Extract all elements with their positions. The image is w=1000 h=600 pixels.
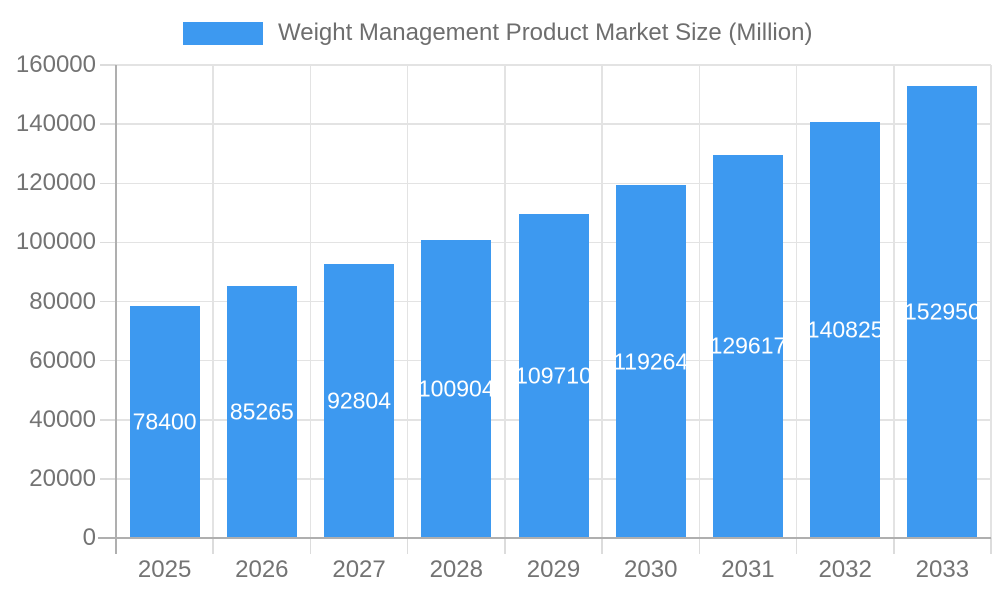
legend[interactable]: Weight Management Product Market Size (M… [183,18,812,48]
x-axis-tick-label: 2027 [332,556,386,583]
y-axis-tick-label: 80000 [29,287,96,315]
x-axis-tick-mark [212,538,214,554]
x-axis-tick-label: 2029 [526,556,581,583]
x-axis-tick-label: 2033 [915,556,970,583]
gridline-vertical [698,65,701,538]
y-axis-tick-mark [100,241,116,244]
bar[interactable]: 140825 [807,121,884,538]
y-axis-tick-mark [100,419,116,421]
bar[interactable]: 119264 [613,185,689,538]
gridline-vertical [309,65,312,538]
y-axis-tick-label: 40000 [29,405,96,433]
y-axis-tick-mark [100,300,116,303]
gridline-horizontal [116,64,991,66]
bar-value-label: 92804 [327,387,392,414]
x-axis-tick-mark [601,538,603,554]
gridline-vertical [893,65,895,538]
x-axis-tick-mark [406,538,409,554]
x-axis-tick-mark [504,538,506,554]
y-axis-tick-mark [100,123,116,125]
x-axis-tick-mark [893,538,895,554]
x-axis-tick-label: 2028 [429,556,483,583]
x-axis-tick-mark [990,538,992,554]
y-axis-line [115,65,117,554]
x-axis-tick-mark [309,538,312,554]
bar-value-label: 78400 [132,408,197,435]
y-axis-tick-mark [100,359,116,362]
x-axis-tick-mark [795,538,798,554]
y-axis-tick-mark [100,182,116,184]
bar[interactable]: 152950 [904,85,981,538]
bar[interactable]: 92804 [324,263,395,538]
x-axis-tick-mark [698,538,701,554]
y-axis-tick-label: 120000 [15,169,96,197]
gridline-vertical [212,65,214,538]
bar[interactable]: 109710 [515,213,592,538]
bar-value-label: 140825 [806,316,884,343]
x-axis-tick-label: 2025 [137,556,192,583]
gridline-horizontal [116,123,991,125]
bar[interactable]: 129617 [710,154,786,538]
y-axis-tick-label: 60000 [29,346,96,374]
bar-value-label: 152950 [904,298,981,325]
bar[interactable]: 85265 [226,285,297,538]
y-axis-tick-label: 20000 [29,464,96,492]
bar-value-label: 85265 [229,398,294,425]
bar-value-label: 129617 [709,332,787,359]
gridline-vertical [504,65,506,538]
gridline-vertical [990,65,992,538]
gridline-vertical [795,65,798,538]
x-axis-tick-label: 2031 [721,556,775,583]
y-axis-tick-label: 160000 [15,51,96,78]
bar[interactable]: 100904 [418,239,495,538]
y-axis-tick-label: 0 [82,524,96,551]
bar-value-label: 109710 [515,362,592,389]
x-axis-tick-label: 2030 [624,556,678,583]
legend-label: Weight Management Product Market Size (M… [278,19,813,46]
bar-value-label: 119264 [613,348,689,375]
y-axis-tick-label: 140000 [15,110,96,138]
gridline-vertical [601,65,603,538]
x-axis-tick-label: 2026 [235,556,289,583]
x-axis-tick-label: 2032 [818,556,872,583]
gridline-vertical [406,65,409,538]
x-axis-line [98,537,991,539]
y-axis-tick-mark [100,478,116,480]
legend-swatch-icon [183,21,263,45]
y-axis-tick-label: 100000 [15,228,96,256]
bar-value-label: 100904 [417,375,495,402]
y-axis-tick-mark [100,64,116,66]
bar[interactable]: 78400 [129,306,200,538]
gridline-horizontal [116,182,991,184]
